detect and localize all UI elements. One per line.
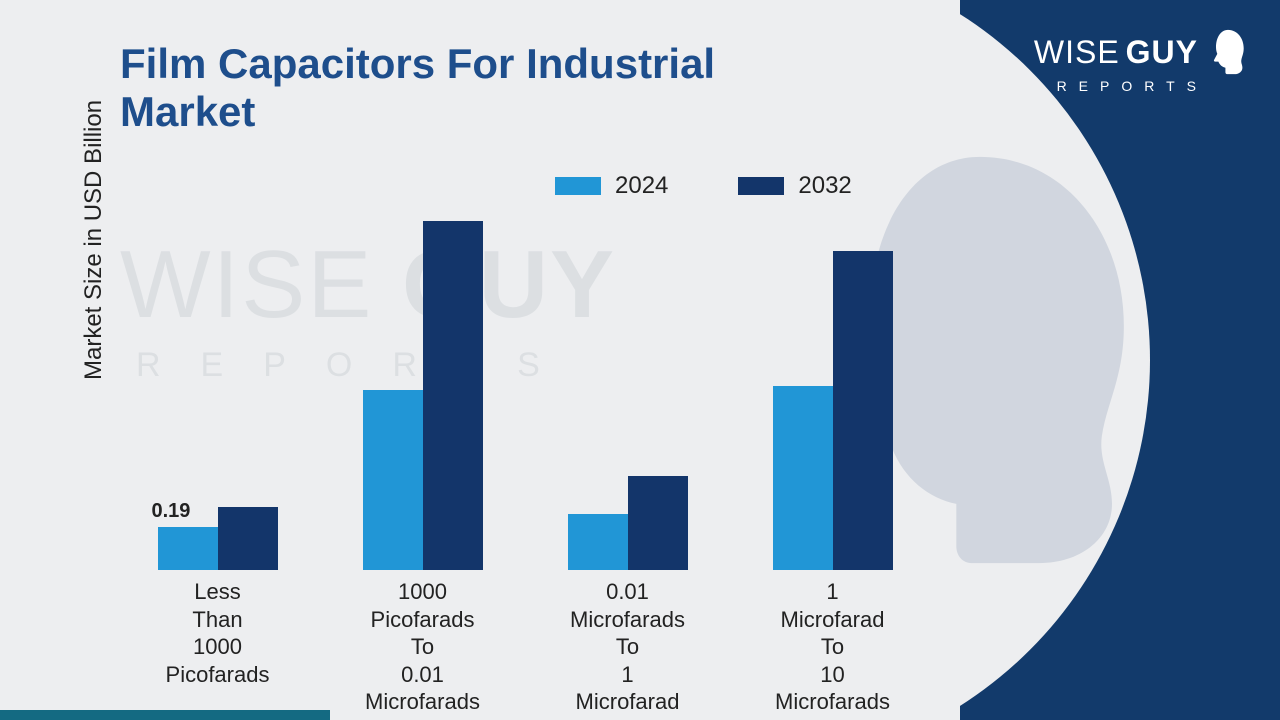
bar-group [730,251,935,571]
bar-group [320,221,525,570]
x-tick-label: 1MicrofaradTo10Microfarads [730,578,935,716]
brand-logo: WISE GUY REPORTS [1034,28,1252,94]
legend-swatch-2032 [738,177,784,195]
bar-2032 [423,221,483,570]
logo-sub: REPORTS [1034,78,1208,94]
legend-item-2032: 2032 [738,172,851,200]
bar-value-label: 0.19 [152,500,191,523]
y-axis-label: Market Size in USD Billion [80,100,108,380]
footer-accent [0,710,330,720]
legend-item-2024: 2024 [555,172,668,200]
chart-title: Film Capacitors For Industrial Market [120,40,840,137]
chart-area: 0.19 [115,210,935,570]
x-tick-label: LessThan1000Picofarads [115,578,320,688]
x-tick-label: 0.01MicrofaradsTo1Microfarad [525,578,730,716]
logo-word2: GUY [1126,34,1198,71]
legend-label-2024: 2024 [615,172,668,200]
logo-word1: WISE [1034,34,1120,71]
bar-2024 [158,527,218,570]
bar-2032 [218,507,278,570]
bar-2024 [773,386,833,571]
x-tick-label: 1000PicofaradsTo0.01Microfarads [320,578,525,716]
bar-2032 [833,251,893,571]
legend-label-2032: 2032 [798,172,851,200]
chart-canvas: WISE GUY REPORTS Film Capacitors For Ind… [0,0,1280,720]
bar-group: 0.19 [115,507,320,570]
bar-2024 [363,390,423,570]
legend: 2024 2032 [555,172,852,200]
plot-area: 0.19 [115,210,935,570]
bar-group [525,476,730,571]
legend-swatch-2024 [555,177,601,195]
bar-2024 [568,514,628,570]
logo-head-icon [1204,28,1252,76]
bar-2032 [628,476,688,571]
